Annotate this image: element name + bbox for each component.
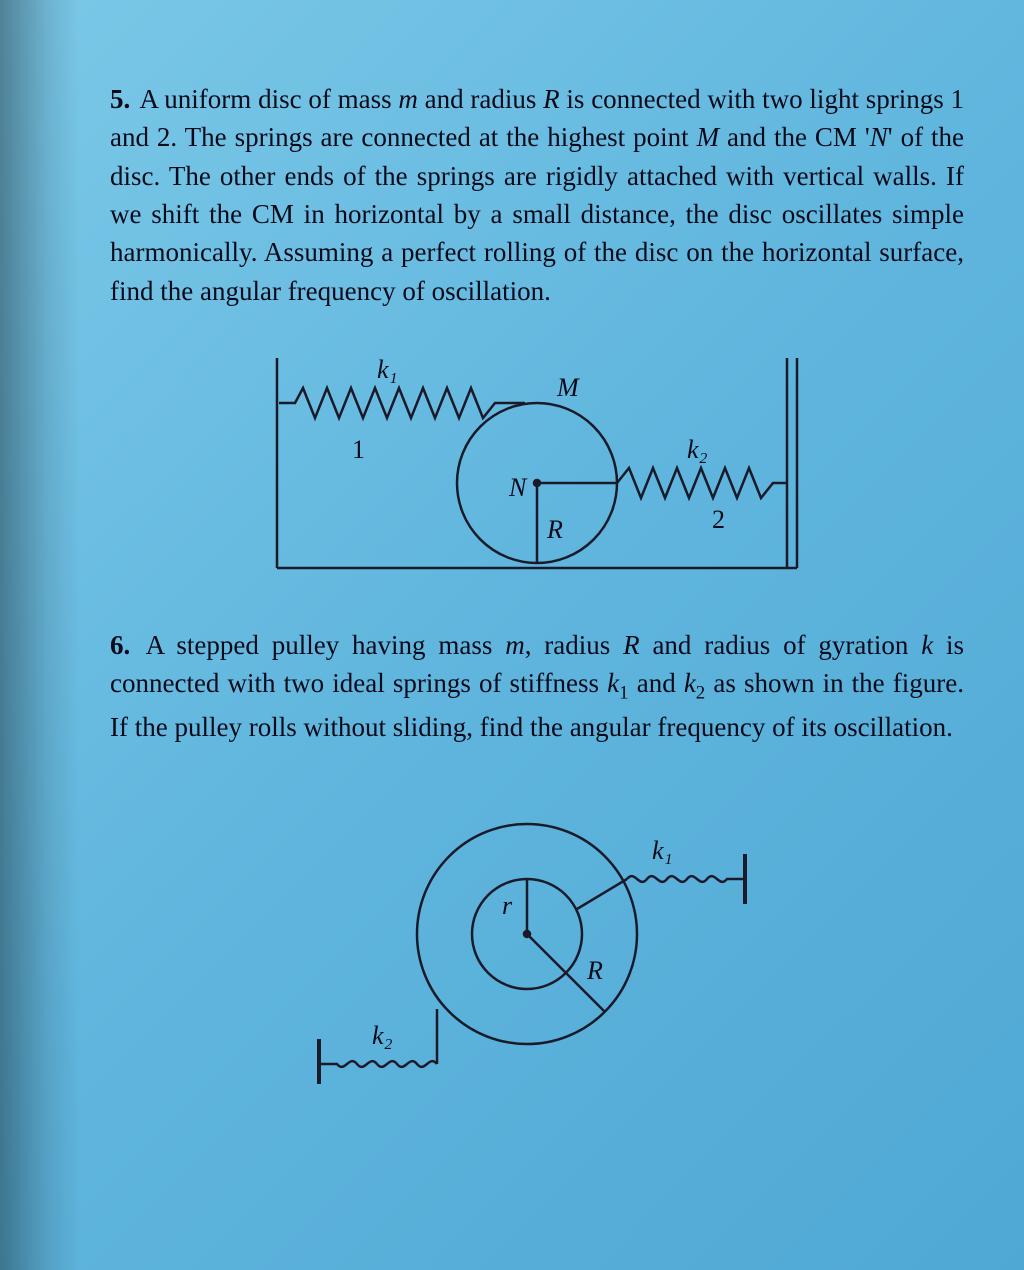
- label-N: N: [508, 473, 528, 502]
- spring-k2: [327, 1061, 437, 1067]
- label-R: R: [546, 515, 563, 544]
- problem-6-figure: r R k₁ k₂: [297, 764, 777, 1084]
- problem-5-figure-wrap: k₁ 1 M N R k₂ 2: [110, 328, 964, 588]
- label-spring1-num: 1: [352, 435, 365, 464]
- spring-1: [279, 388, 525, 418]
- page-content: 5. A uniform disc of mass m and radius R…: [0, 0, 1024, 1162]
- problem-6-text: 6. A stepped pulley having mass m, radiu…: [110, 626, 964, 746]
- problem-6: 6. A stepped pulley having mass m, radiu…: [110, 626, 964, 1084]
- problem-5: 5. A uniform disc of mass m and radius R…: [110, 80, 964, 588]
- problem-5-number: 5.: [110, 84, 130, 114]
- problem-5-figure: k₁ 1 M N R k₂ 2: [257, 328, 817, 588]
- page-binding-shadow: [0, 0, 80, 1270]
- label-k2-p6: k₂: [372, 1021, 393, 1050]
- label-k2: k₂: [687, 435, 708, 464]
- problem-6-number: 6.: [110, 630, 130, 660]
- spring-2: [617, 468, 787, 498]
- label-k1-p6: k₁: [652, 836, 673, 865]
- label-M: M: [556, 373, 580, 402]
- problem-5-text: 5. A uniform disc of mass m and radius R…: [110, 80, 964, 310]
- label-spring2-num: 2: [712, 505, 725, 534]
- label-R-outer: R: [586, 956, 603, 985]
- label-r: r: [502, 891, 513, 920]
- label-k1: k₁: [377, 355, 398, 384]
- spring-k1-lead: [577, 879, 627, 909]
- spring-k1: [627, 876, 737, 882]
- problem-6-figure-wrap: r R k₁ k₂: [110, 764, 964, 1084]
